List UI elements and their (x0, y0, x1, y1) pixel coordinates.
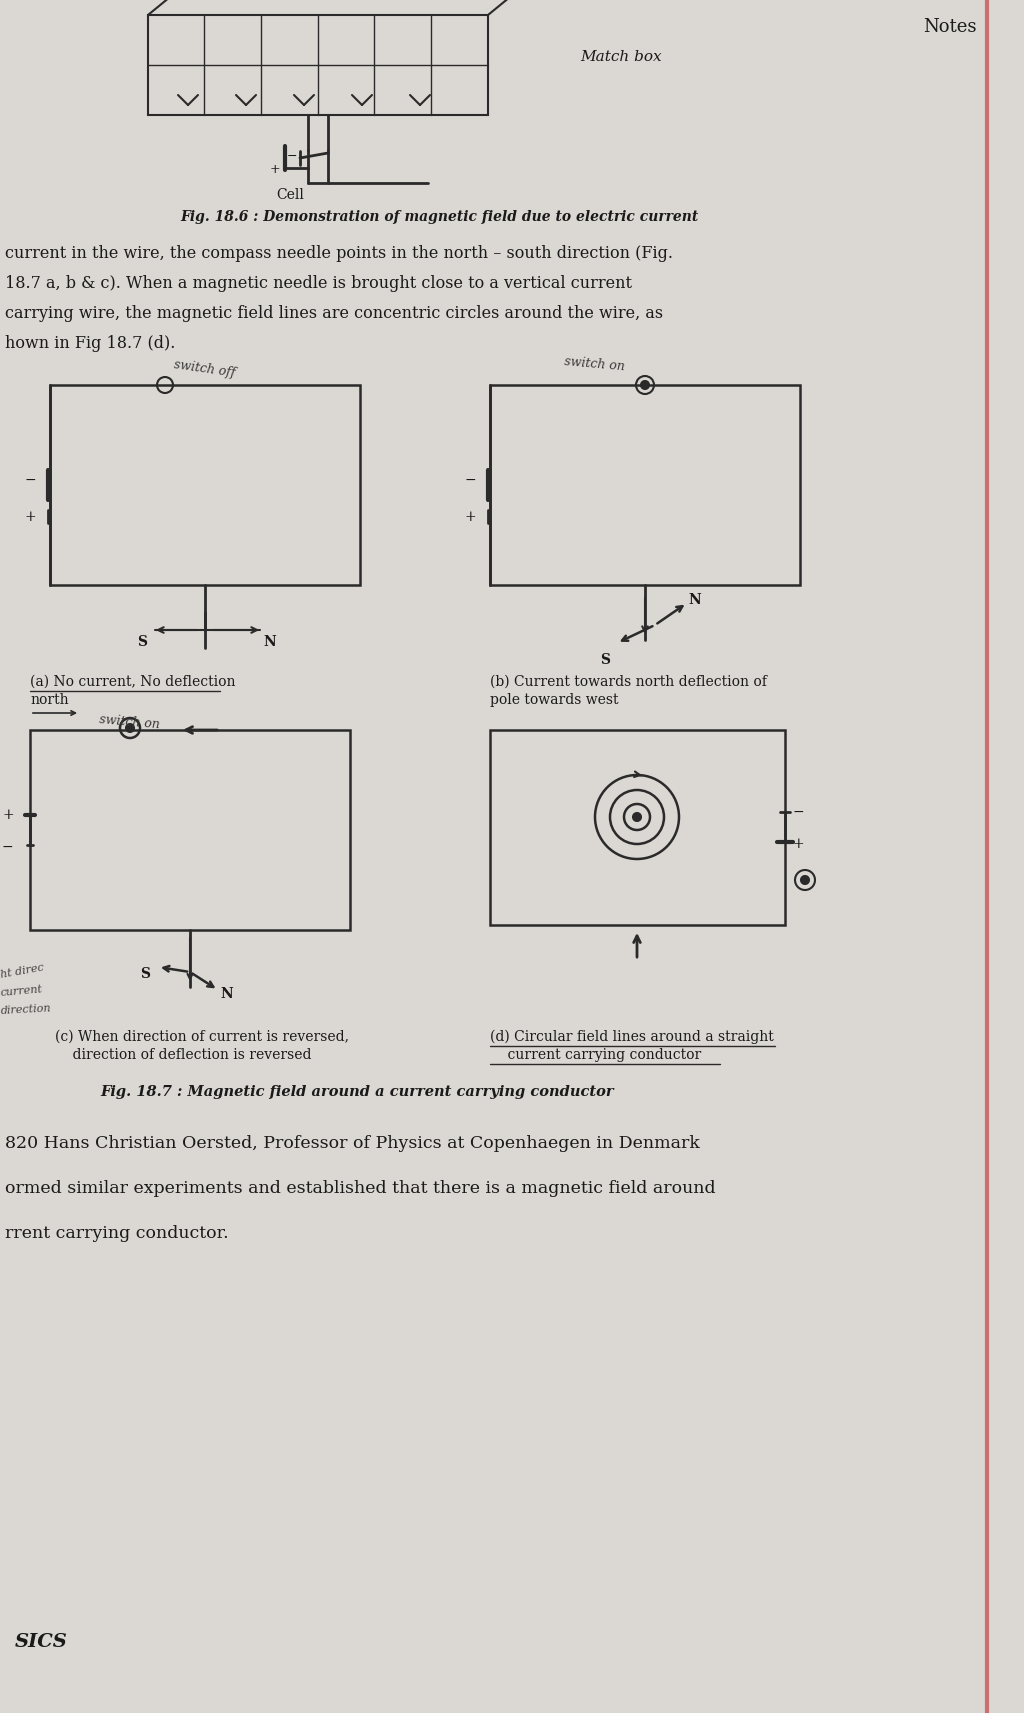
Text: S: S (140, 968, 150, 982)
Text: −: − (25, 473, 37, 486)
Text: switch on: switch on (99, 713, 161, 731)
Text: +: + (25, 510, 37, 524)
Bar (490, 385, 800, 586)
Text: rrent carrying conductor.: rrent carrying conductor. (5, 1225, 228, 1242)
Bar (490, 730, 785, 925)
Text: +: + (793, 838, 805, 851)
Text: Fig. 18.7 : Magnetic field around a current carrying conductor: Fig. 18.7 : Magnetic field around a curr… (100, 1084, 613, 1100)
Text: −: − (287, 151, 298, 163)
Text: hown in Fig 18.7 (d).: hown in Fig 18.7 (d). (5, 336, 175, 351)
Text: north: north (30, 694, 69, 707)
Text: −: − (465, 473, 476, 486)
Text: switch off: switch off (173, 358, 237, 380)
Text: +: + (2, 809, 13, 822)
Text: direction: direction (0, 1004, 51, 1016)
Text: ht direc: ht direc (0, 963, 45, 980)
Text: +: + (465, 510, 476, 524)
Text: +: + (270, 163, 281, 176)
Text: (b) Current towards north deflection of: (b) Current towards north deflection of (490, 675, 767, 689)
Text: S: S (600, 653, 610, 666)
Bar (30, 730, 350, 930)
Text: −: − (2, 839, 13, 855)
Text: 820 Hans Christian Oersted, Professor of Physics at Copenhaegen in Denmark: 820 Hans Christian Oersted, Professor of… (5, 1136, 699, 1153)
Circle shape (633, 814, 641, 821)
Text: N: N (263, 636, 275, 649)
Circle shape (801, 875, 809, 884)
Text: 18.7 a, b & c). When a magnetic needle is brought close to a vertical current: 18.7 a, b & c). When a magnetic needle i… (5, 276, 632, 291)
Text: current carrying conductor: current carrying conductor (490, 1048, 701, 1062)
Text: pole towards west: pole towards west (490, 694, 618, 707)
Text: Cell: Cell (276, 188, 304, 202)
Text: direction of deflection is reversed: direction of deflection is reversed (55, 1048, 311, 1062)
Bar (148, 15, 488, 115)
Text: Notes: Notes (924, 19, 977, 36)
Circle shape (641, 380, 649, 389)
Text: Match box: Match box (580, 50, 662, 63)
Text: N: N (688, 593, 700, 606)
Bar (50, 385, 360, 586)
Text: −: − (793, 805, 805, 819)
Text: (a) No current, No deflection: (a) No current, No deflection (30, 675, 236, 689)
Text: current in the wire, the compass needle points in the north – south direction (F: current in the wire, the compass needle … (5, 245, 673, 262)
Text: Fig. 18.6 : Demonstration of magnetic field due to electric current: Fig. 18.6 : Demonstration of magnetic fi… (180, 211, 698, 224)
Text: switch on: switch on (564, 355, 626, 373)
Text: SICS: SICS (15, 1632, 68, 1651)
Text: current: current (0, 985, 43, 999)
Text: (d) Circular field lines around a straight: (d) Circular field lines around a straig… (490, 1030, 774, 1045)
Circle shape (126, 725, 134, 731)
Text: ormed similar experiments and established that there is a magnetic field around: ormed similar experiments and establishe… (5, 1180, 716, 1197)
Text: N: N (220, 987, 232, 1000)
Text: (c) When direction of current is reversed,: (c) When direction of current is reverse… (55, 1030, 349, 1043)
Text: S: S (137, 636, 147, 649)
Text: carrying wire, the magnetic field lines are concentric circles around the wire, : carrying wire, the magnetic field lines … (5, 305, 664, 322)
